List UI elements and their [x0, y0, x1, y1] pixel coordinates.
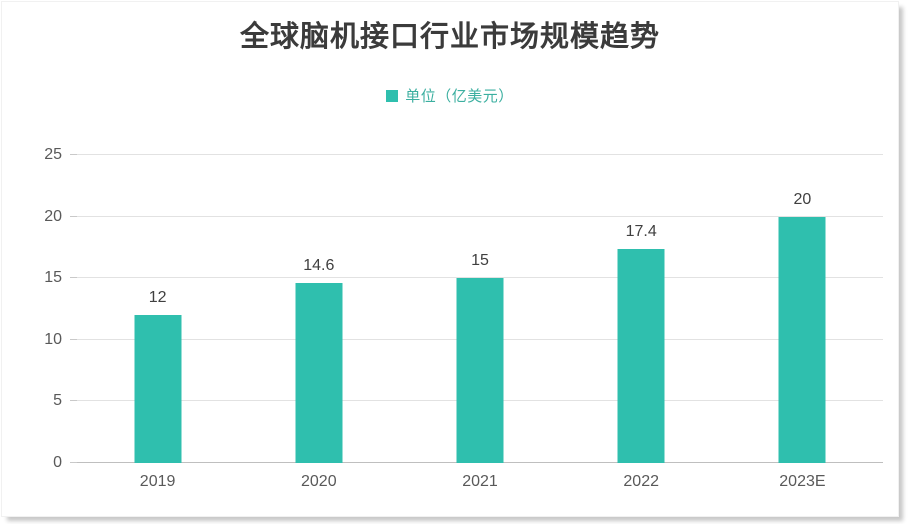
y-tick-label: 25 — [44, 146, 62, 163]
bars-container: 12 2019 14.6 2020 15 2021 17.4 2022 20 2023E — [77, 155, 883, 490]
bar-value-label: 14.6 — [303, 257, 335, 275]
bar-value-label: 20 — [793, 190, 812, 208]
bar-value-label: 12 — [148, 289, 167, 307]
chart-card: 全球脑机接口行业市场规模趋势 单位（亿美元） 0 5 10 15 20 25 12 2019 1… — [1, 1, 899, 517]
plot-area: 0 5 10 15 20 25 12 2019 14.6 2020 15 2021 17.4 2022 20… — [44, 147, 883, 490]
bar-2022 — [617, 248, 665, 463]
bar-2021 — [456, 278, 504, 463]
x-tick-label: 2020 — [301, 473, 337, 490]
gridline — [77, 277, 883, 279]
bar-group: 15 2021 — [399, 155, 560, 490]
y-axis-tick — [70, 462, 77, 463]
bar-group: 14.6 2020 — [238, 155, 399, 490]
y-axis-tick — [70, 338, 77, 340]
y-tick-label: 15 — [44, 269, 62, 287]
bar-group: 12 2019 — [77, 155, 238, 490]
bar-2023E — [778, 216, 826, 463]
bar-group: 17.4 2022 — [561, 155, 722, 490]
x-tick-label: 2023E — [779, 473, 826, 490]
legend-label: 单位（亿美元） — [405, 88, 514, 105]
y-tick-label: 10 — [44, 330, 62, 348]
y-axis-tick — [70, 154, 77, 155]
x-tick-label: 2019 — [139, 473, 176, 490]
bar-2019 — [134, 315, 182, 463]
x-tick-label: 2022 — [623, 473, 659, 490]
bar-2020 — [295, 283, 343, 463]
legend: 单位（亿美元） — [2, 85, 898, 106]
y-axis-tick — [70, 400, 77, 402]
gridline — [77, 154, 883, 155]
chart-title: 全球脑机接口行业市场规模趋势 — [239, 19, 660, 53]
legend-swatch-icon — [386, 89, 399, 102]
gridline — [77, 215, 883, 217]
y-axis-tick — [70, 215, 77, 217]
bar-value-label: 15 — [471, 252, 489, 270]
bar-group: 20 2023E — [722, 155, 883, 490]
bar-value-label: 17.4 — [625, 222, 657, 240]
y-axis-tick — [70, 277, 77, 279]
y-tick-label: 20 — [44, 207, 62, 225]
y-tick-label: 0 — [53, 454, 62, 471]
y-tick-label: 5 — [53, 392, 62, 410]
x-tick-label: 2021 — [462, 473, 498, 490]
